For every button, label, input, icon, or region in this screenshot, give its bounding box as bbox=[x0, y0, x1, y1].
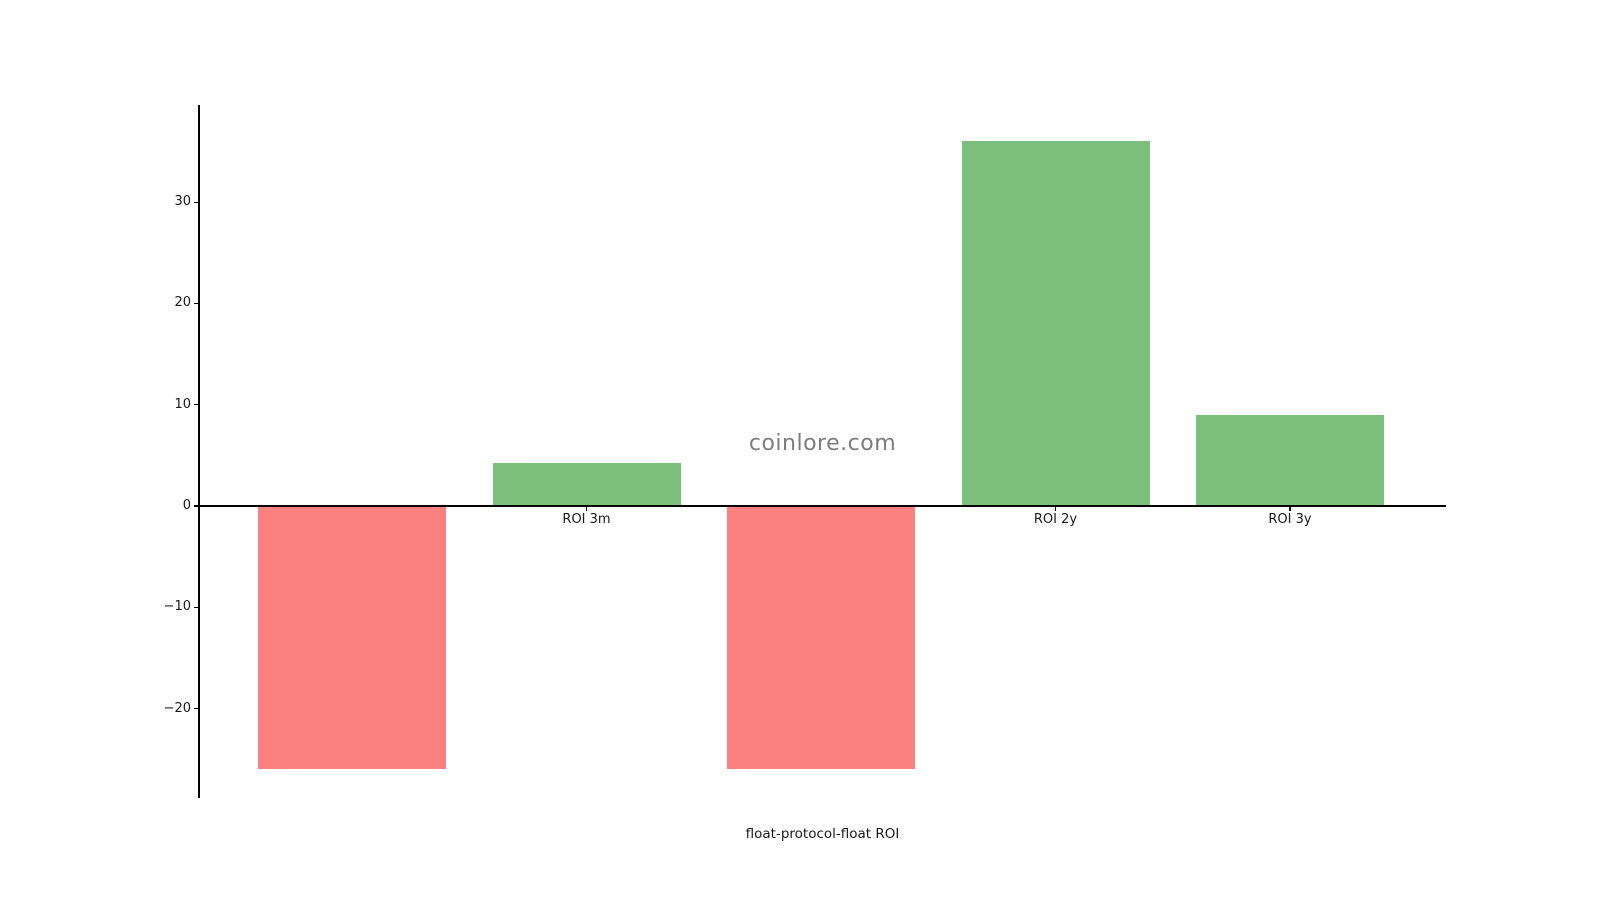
y-tick bbox=[194, 708, 199, 710]
y-tick-label: 0 bbox=[182, 498, 191, 513]
y-tick bbox=[194, 302, 199, 305]
bar-roi-3y bbox=[1196, 414, 1384, 506]
bar-roi-3m bbox=[492, 463, 681, 506]
bar-negative-2 bbox=[727, 506, 915, 770]
x-tick-label: ROI 3y bbox=[1268, 512, 1312, 527]
bar-roi-2y bbox=[961, 141, 1150, 506]
y-tick-label: 30 bbox=[174, 194, 191, 210]
x-tick bbox=[1054, 506, 1057, 511]
x-axis-zero-line bbox=[199, 505, 1446, 507]
x-tick-label: ROI 3m bbox=[562, 512, 611, 527]
y-axis-line bbox=[198, 105, 200, 798]
y-tick-label: −10 bbox=[163, 599, 191, 615]
chart-title: float-protocol-float ROI bbox=[745, 826, 900, 842]
y-tick bbox=[194, 404, 199, 406]
x-tick-label: ROI 2y bbox=[1033, 512, 1078, 527]
y-tick-label: 20 bbox=[174, 295, 191, 311]
x-tick bbox=[1289, 506, 1291, 511]
y-tick-label: 10 bbox=[174, 396, 191, 412]
y-tick bbox=[194, 505, 199, 507]
bar-negative-0 bbox=[258, 506, 446, 770]
watermark-text: coinlore.com bbox=[748, 431, 897, 456]
y-tick bbox=[194, 606, 199, 608]
y-tick bbox=[194, 201, 199, 203]
y-tick-label: −20 bbox=[163, 700, 191, 716]
x-tick bbox=[585, 506, 588, 511]
